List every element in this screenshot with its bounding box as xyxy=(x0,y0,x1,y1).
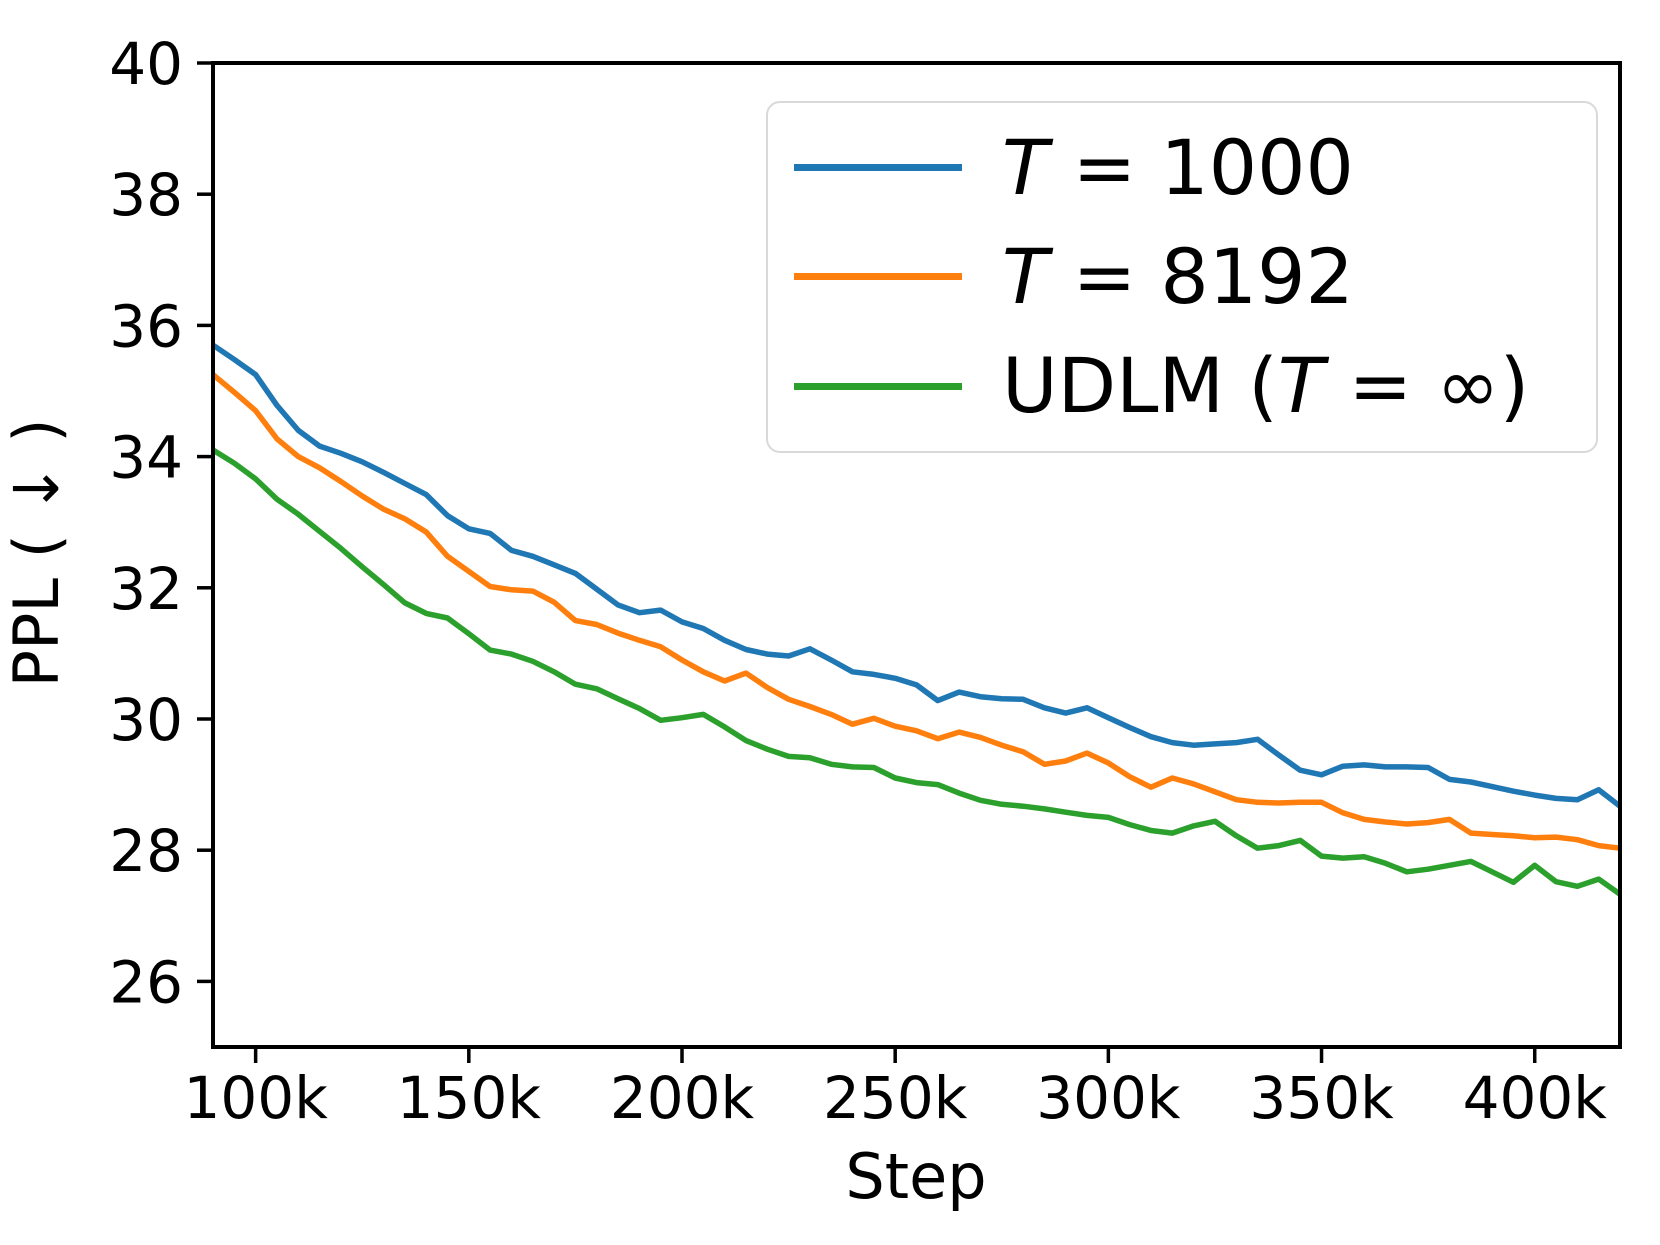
y-tick-label: 28 xyxy=(109,817,183,885)
x-tick-label: 200k xyxy=(610,1064,755,1132)
axes-box xyxy=(211,61,1622,1049)
y-tick-label: 30 xyxy=(109,686,183,754)
y-tick-label: 40 xyxy=(109,30,183,98)
legend-item-2: UDLM (T = ∞) xyxy=(768,334,1596,438)
legend-line-sample xyxy=(794,164,962,172)
legend-label: UDLM (T = ∞) xyxy=(1002,341,1530,431)
legend: T = 1000 T = 8192 UDLM (T = ∞) xyxy=(766,101,1598,453)
legend-item-0: T = 1000 xyxy=(768,116,1596,220)
y-tick-label: 26 xyxy=(109,948,183,1016)
series-line-1 xyxy=(211,372,1621,851)
legend-label: T = 1000 xyxy=(1002,122,1354,212)
y-axis-ticks: 26 28 30 32 34 36 38 40 xyxy=(109,30,213,1016)
y-tick-label: 34 xyxy=(109,424,183,492)
y-tick-label: 32 xyxy=(109,555,183,623)
legend-line-sample xyxy=(794,382,962,390)
y-tick-label: 38 xyxy=(109,161,183,229)
x-tick-label: 350k xyxy=(1249,1064,1394,1132)
x-tick-label: 300k xyxy=(1036,1064,1181,1132)
x-axis-title: Step xyxy=(845,1140,986,1213)
series-line-2 xyxy=(211,447,1622,897)
x-tick-label: 100k xyxy=(183,1064,328,1132)
x-tick-label: 250k xyxy=(823,1064,968,1132)
x-axis-ticks: 100k 150k 200k 250k 300k 350k 400k xyxy=(183,1047,1607,1132)
y-axis-title: PPL ( ↓ ) xyxy=(0,419,73,688)
series-line-0 xyxy=(211,342,1622,809)
x-tick-label: 150k xyxy=(397,1064,542,1132)
legend-item-1: T = 8192 xyxy=(768,225,1596,329)
legend-label: T = 8192 xyxy=(1002,231,1354,321)
x-tick-label: 400k xyxy=(1463,1064,1608,1132)
y-tick-label: 36 xyxy=(109,292,183,360)
legend-line-sample xyxy=(794,273,962,281)
series-group xyxy=(211,342,1622,897)
